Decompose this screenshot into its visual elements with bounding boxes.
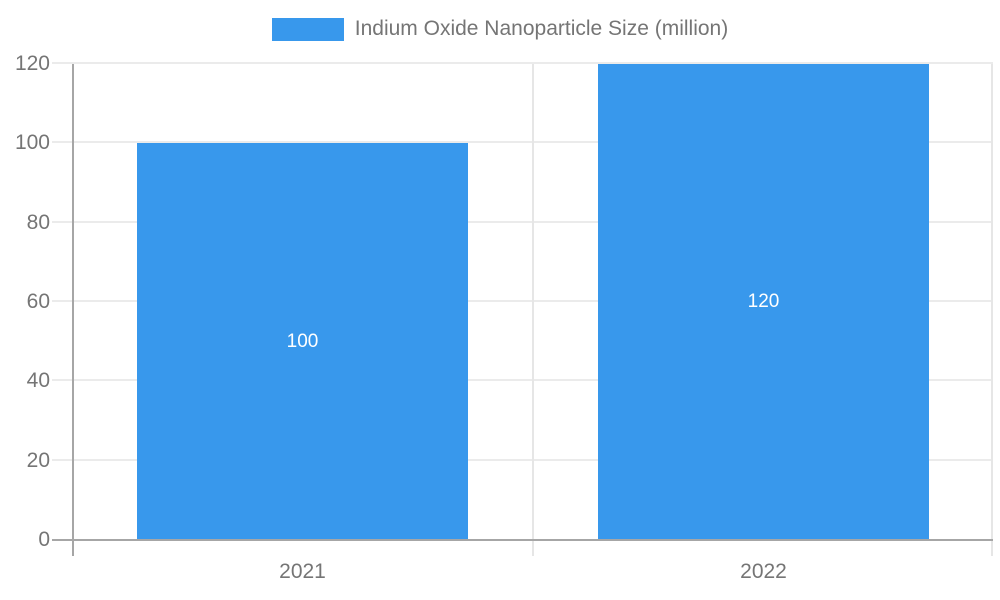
bar-value-label: 120 xyxy=(747,291,780,312)
plot-right-border xyxy=(991,64,993,556)
y-tick-label: 40 xyxy=(26,369,50,393)
legend[interactable]: Indium Oxide Nanoparticle Size (million) xyxy=(0,17,1000,41)
gridline xyxy=(52,62,993,64)
y-tick-label: 20 xyxy=(26,448,50,472)
y-tick-label: 120 xyxy=(14,52,50,75)
bar-2021[interactable]: 100 xyxy=(137,143,468,540)
x-tick-label-2021: 2021 xyxy=(279,560,326,583)
gridline xyxy=(52,220,993,223)
y-tick-label: 0 xyxy=(38,528,50,551)
bar-value-label: 100 xyxy=(286,330,319,352)
bar-2022[interactable]: 120 xyxy=(598,64,929,540)
y-axis-labels: 0 20 40 60 80 100 120 xyxy=(0,0,50,600)
plot-area: 100 120 xyxy=(52,62,993,556)
y-tick-label: 60 xyxy=(26,290,50,313)
legend-label: Indium Oxide Nanoparticle Size (million) xyxy=(354,17,729,40)
y-axis-line xyxy=(72,64,74,556)
x-axis-line xyxy=(52,539,993,541)
category-divider-gridline xyxy=(531,64,534,556)
x-tick-label-2022: 2022 xyxy=(740,560,787,583)
y-tick-label: 100 xyxy=(14,131,50,155)
gridline xyxy=(52,300,993,302)
gridline xyxy=(52,141,993,144)
gridline xyxy=(52,379,993,382)
y-tick-label: 80 xyxy=(26,210,50,234)
x-axis-labels: 2021 2022 xyxy=(72,560,993,588)
legend-swatch-icon xyxy=(271,17,344,41)
gridline xyxy=(52,458,993,461)
